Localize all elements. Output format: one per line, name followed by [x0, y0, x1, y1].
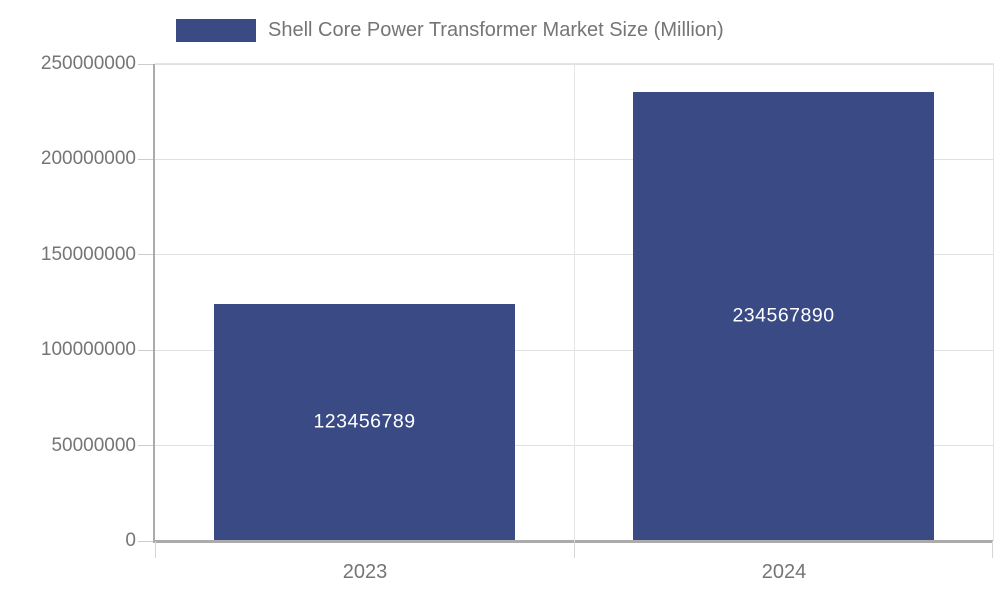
y-axis-line [153, 64, 155, 541]
y-axis-label: 0 [125, 530, 136, 551]
x-axis-tick [574, 541, 575, 558]
y-axis-label: 50000000 [51, 434, 136, 456]
bar-2023[interactable]: 123456789 [214, 304, 515, 540]
y-axis-tick [138, 540, 153, 542]
x-axis-label: 2023 [342, 561, 388, 583]
x-axis-tick [155, 541, 156, 558]
y-axis-tick [138, 445, 153, 447]
x-axis-line [153, 540, 993, 543]
bar-value-label: 123456789 [313, 410, 416, 433]
y-axis-tick [138, 158, 153, 160]
y-axis-label: 150000000 [40, 243, 136, 265]
y-axis-tick [138, 349, 153, 351]
y-axis-label: 250000000 [40, 53, 136, 74]
y-axis-label: 100000000 [40, 339, 136, 361]
x-axis-label: 2024 [761, 561, 807, 583]
legend-swatch [176, 19, 256, 42]
y-axis-label: 200000000 [40, 148, 136, 170]
gridline-vertical [574, 64, 575, 541]
bar-2024[interactable]: 234567890 [633, 92, 934, 540]
y-axis-tick [138, 254, 153, 256]
legend-label: Shell Core Power Transformer Market Size… [268, 19, 724, 41]
y-axis-tick [138, 63, 153, 65]
bar-value-label: 234567890 [732, 304, 835, 327]
x-axis-tick [992, 541, 993, 558]
legend[interactable]: Shell Core Power Transformer Market Size… [176, 19, 724, 42]
plot-area: 0 50000000 100000000 150000000 200000000 2500… [41, 53, 994, 583]
